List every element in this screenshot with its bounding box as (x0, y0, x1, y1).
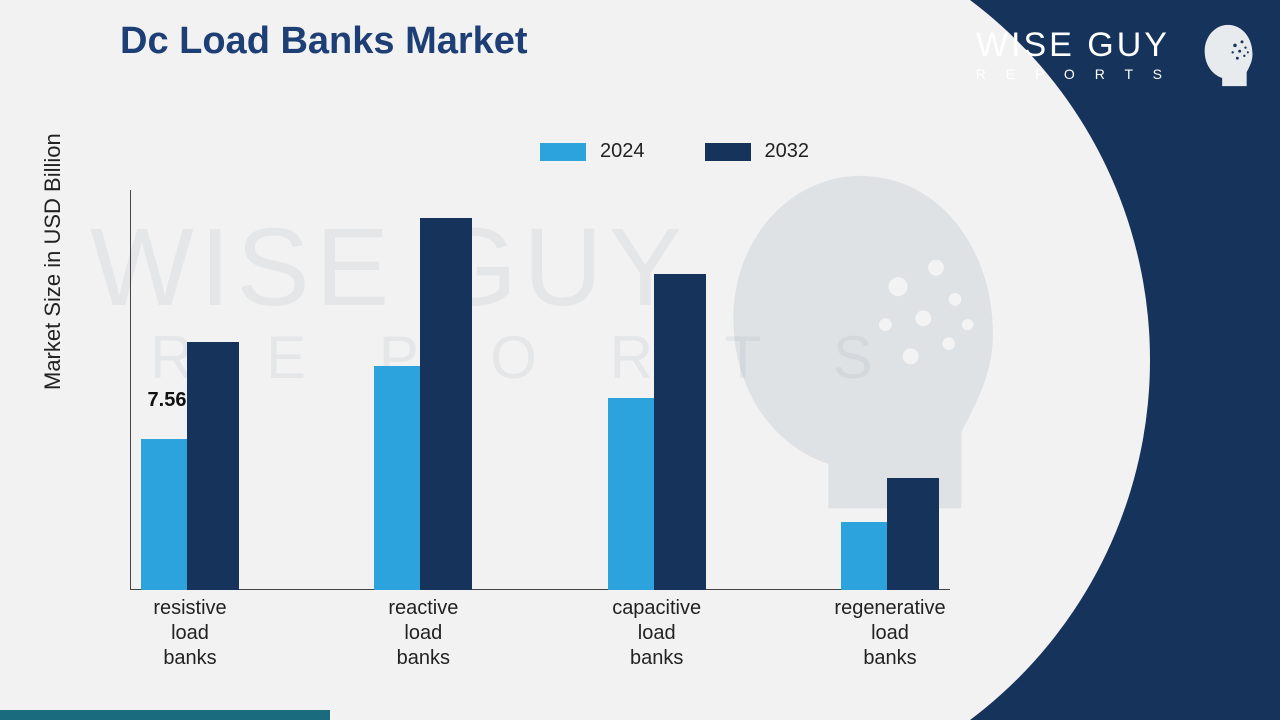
bar (187, 342, 239, 590)
brand-name: WISE GUY (976, 28, 1170, 62)
y-axis-label: Market Size in USD Billion (40, 133, 66, 390)
x-axis-line (130, 589, 950, 590)
x-category-label: reactiveloadbanks (348, 596, 498, 671)
bar-group (141, 342, 239, 590)
bar-group (841, 478, 939, 590)
legend-swatch-2032 (705, 143, 751, 161)
bar-group (608, 274, 706, 590)
legend-label-2024: 2024 (600, 140, 645, 163)
bar (374, 366, 426, 590)
brand-head-icon (1198, 22, 1258, 92)
bar (608, 398, 660, 590)
legend-label-2032: 2032 (765, 140, 810, 163)
bottom-accent-strip (0, 710, 330, 720)
bar (141, 439, 193, 590)
bar-group (374, 218, 472, 590)
legend-swatch-2024 (540, 143, 586, 161)
brand-logo: WISE GUY R E P O R T S (976, 28, 1170, 82)
x-category-label: capacitiveloadbanks (582, 596, 732, 671)
x-category-label: resistiveloadbanks (115, 596, 265, 671)
chart-title: Dc Load Banks Market (120, 20, 528, 63)
legend-item-2024: 2024 (540, 140, 645, 163)
brand-subtitle: R E P O R T S (976, 66, 1170, 82)
x-category-label: regenerativeloadbanks (815, 596, 965, 671)
legend-item-2032: 2032 (705, 140, 810, 163)
x-axis-labels: resistiveloadbanksreactiveloadbankscapac… (130, 596, 950, 696)
bar (841, 522, 893, 590)
y-axis-line (130, 190, 131, 590)
bar (887, 478, 939, 590)
chart-plot: 7.56 (130, 190, 950, 590)
bar-value-label: 7.56 (148, 389, 187, 412)
bar (420, 218, 472, 590)
bar (654, 274, 706, 590)
legend: 2024 2032 (540, 140, 809, 163)
